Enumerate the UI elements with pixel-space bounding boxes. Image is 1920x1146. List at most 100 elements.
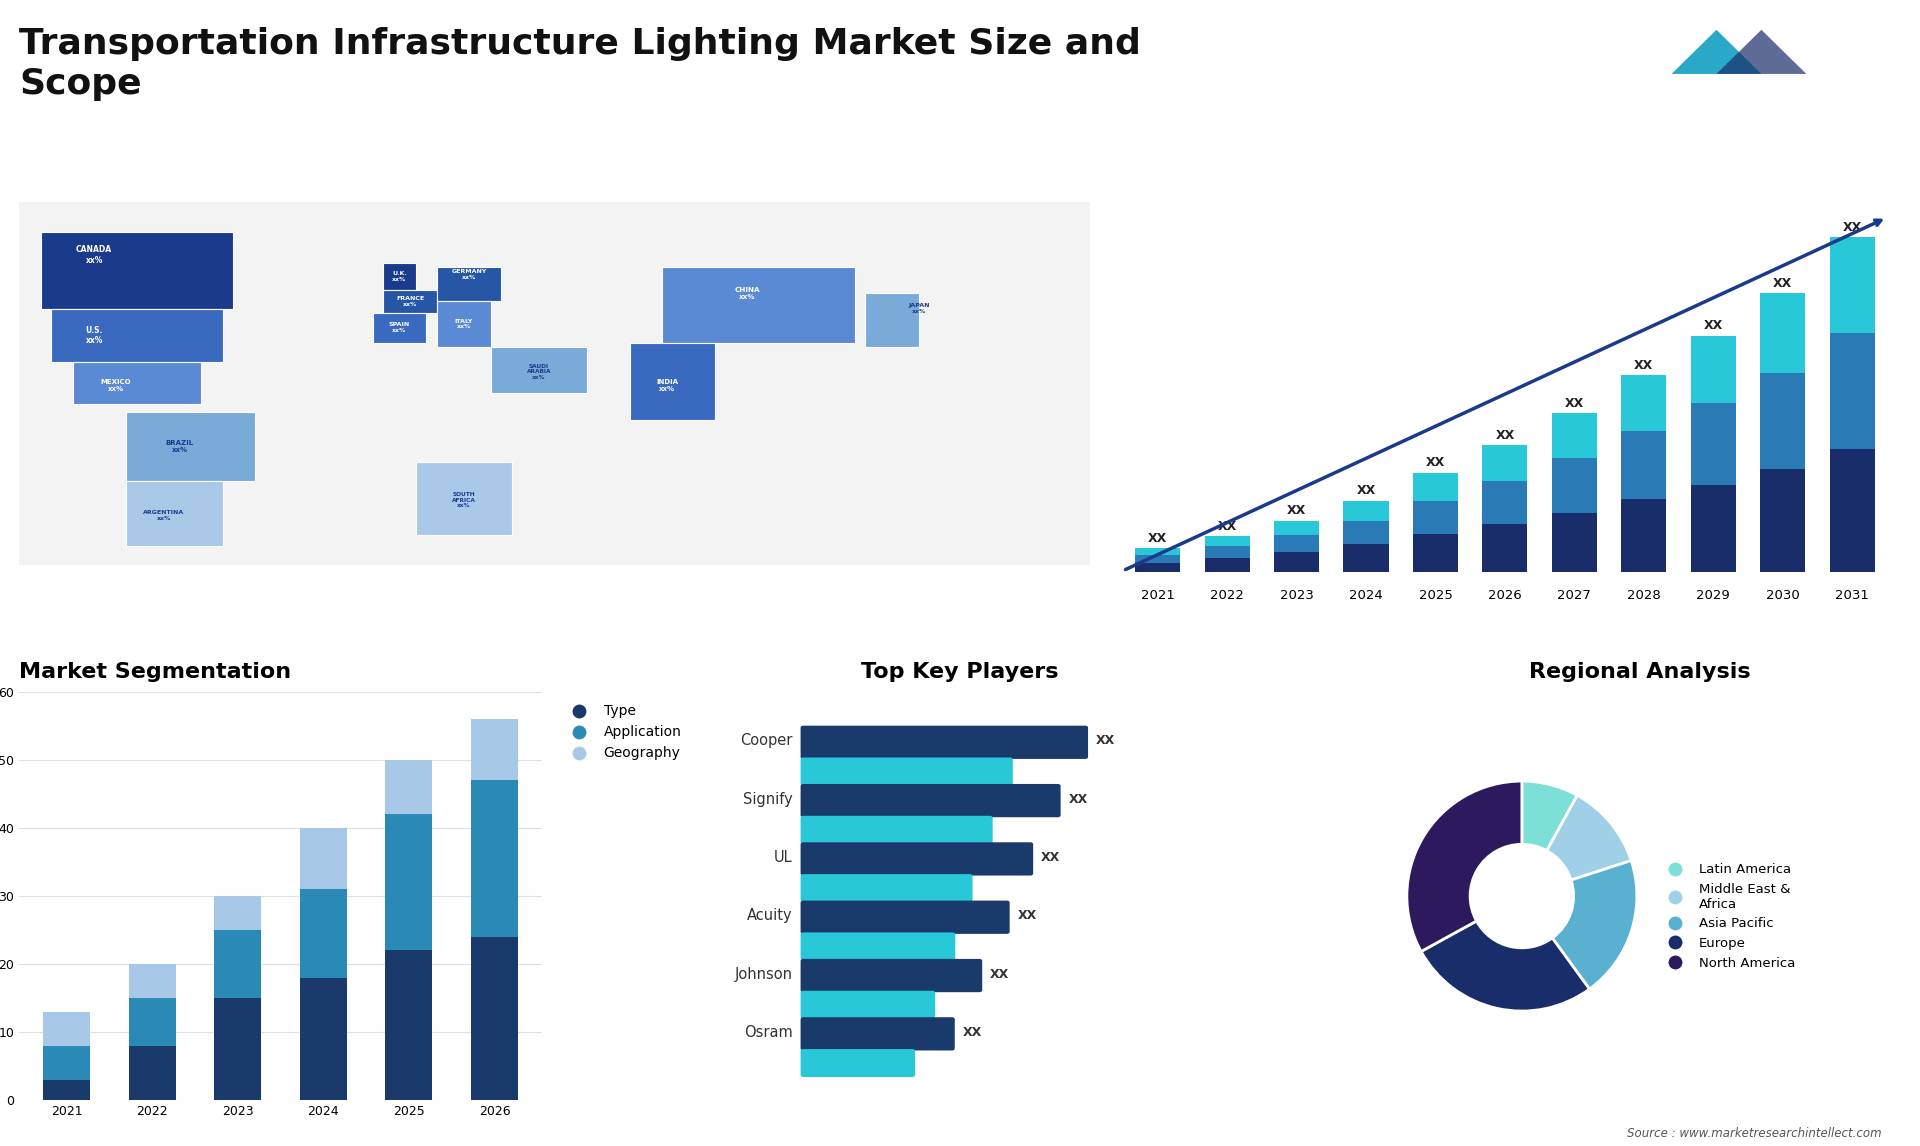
Bar — [1135, 555, 1181, 563]
Polygon shape — [127, 481, 223, 545]
Text: CANADA
xx%: CANADA xx% — [77, 245, 111, 265]
Polygon shape — [1672, 30, 1761, 73]
Polygon shape — [73, 362, 202, 405]
Bar — [1482, 480, 1528, 525]
Bar — [1620, 376, 1667, 431]
FancyBboxPatch shape — [801, 959, 983, 992]
Bar — [1344, 544, 1388, 572]
Bar — [1204, 536, 1250, 545]
Text: XX: XX — [1496, 429, 1515, 441]
Bar — [1344, 501, 1388, 520]
Bar — [42, 1080, 90, 1100]
Bar — [300, 829, 348, 889]
Text: XX: XX — [1096, 735, 1116, 747]
Bar — [1482, 445, 1528, 480]
Text: Source : www.marketresearchintellect.com: Source : www.marketresearchintellect.com — [1626, 1128, 1882, 1140]
Bar — [215, 998, 261, 1100]
Bar — [1830, 449, 1874, 572]
Text: XX: XX — [991, 967, 1010, 981]
Text: XX: XX — [1427, 456, 1446, 470]
Bar — [1620, 431, 1667, 499]
Polygon shape — [40, 233, 234, 308]
Text: SPAIN
xx%: SPAIN xx% — [390, 322, 411, 333]
FancyBboxPatch shape — [801, 901, 1010, 934]
Text: FRANCE
xx%: FRANCE xx% — [396, 296, 424, 306]
Polygon shape — [1716, 30, 1807, 73]
Polygon shape — [490, 347, 588, 393]
Text: Osram: Osram — [743, 1025, 793, 1041]
Bar — [1204, 545, 1250, 558]
Bar — [386, 760, 432, 815]
Bar — [129, 1046, 175, 1100]
Bar — [1275, 552, 1319, 572]
FancyBboxPatch shape — [801, 991, 935, 1019]
Bar — [1344, 520, 1388, 544]
Text: XX: XX — [1843, 221, 1862, 234]
Text: XX: XX — [1565, 397, 1584, 409]
Title: Regional Analysis: Regional Analysis — [1528, 662, 1751, 682]
FancyBboxPatch shape — [801, 842, 1033, 876]
Text: Acuity: Acuity — [747, 909, 793, 924]
Text: JAPAN
xx%: JAPAN xx% — [908, 304, 929, 314]
Text: Johnson: Johnson — [735, 967, 793, 982]
Bar — [1761, 469, 1805, 572]
Text: XX: XX — [1286, 504, 1306, 517]
Polygon shape — [438, 301, 490, 347]
Bar — [1275, 535, 1319, 552]
Bar — [1135, 549, 1181, 555]
Text: SOUTH
AFRICA
xx%: SOUTH AFRICA xx% — [451, 492, 476, 509]
Bar — [1275, 520, 1319, 535]
Bar — [300, 889, 348, 978]
Bar — [1413, 472, 1457, 501]
Bar — [1413, 534, 1457, 572]
FancyBboxPatch shape — [801, 1018, 954, 1051]
Text: XX: XX — [1068, 793, 1089, 806]
Bar — [386, 950, 432, 1100]
Text: XX: XX — [1148, 532, 1167, 545]
Polygon shape — [372, 313, 426, 343]
Text: XX: XX — [1356, 485, 1375, 497]
Bar — [1135, 563, 1181, 572]
Bar — [1761, 372, 1805, 469]
Polygon shape — [866, 293, 920, 347]
Bar — [1830, 237, 1874, 333]
Text: XX: XX — [1634, 359, 1653, 372]
Text: Transportation Infrastructure Lighting Market Size and
Scope: Transportation Infrastructure Lighting M… — [19, 28, 1140, 101]
Polygon shape — [384, 290, 438, 313]
Title: Top Key Players: Top Key Players — [862, 662, 1058, 682]
Text: INDIA
xx%: INDIA xx% — [657, 379, 678, 392]
Legend: Type, Application, Geography: Type, Application, Geography — [559, 699, 687, 766]
Text: UL: UL — [774, 850, 793, 865]
Bar — [1830, 333, 1874, 449]
Bar — [1551, 458, 1597, 512]
Text: CHINA
xx%: CHINA xx% — [735, 286, 760, 300]
Bar — [129, 998, 175, 1046]
Bar — [1692, 485, 1736, 572]
Bar — [42, 1046, 90, 1080]
Bar — [1692, 403, 1736, 485]
Text: Cooper: Cooper — [741, 733, 793, 748]
Bar — [215, 931, 261, 998]
FancyBboxPatch shape — [801, 1049, 916, 1077]
Bar — [1204, 558, 1250, 572]
Legend: Latin America, Middle East &
Africa, Asia Pacific, Europe, North America: Latin America, Middle East & Africa, Asi… — [1657, 858, 1801, 975]
Bar — [1620, 499, 1667, 572]
Text: XX: XX — [962, 1026, 981, 1039]
Text: XX: XX — [1217, 520, 1236, 533]
Text: XX: XX — [1018, 910, 1037, 923]
Text: MARKET
RESEARCH
INTELLECT: MARKET RESEARCH INTELLECT — [1822, 38, 1876, 68]
Bar — [1692, 336, 1736, 403]
Polygon shape — [415, 462, 513, 534]
Text: XX: XX — [1772, 277, 1793, 290]
FancyBboxPatch shape — [801, 874, 973, 902]
Bar — [1482, 525, 1528, 572]
Bar — [300, 978, 348, 1100]
FancyBboxPatch shape — [801, 758, 1012, 785]
Bar — [470, 937, 518, 1100]
Polygon shape — [19, 202, 1091, 565]
Bar — [1761, 293, 1805, 372]
Polygon shape — [384, 262, 415, 290]
Text: U.S.
xx%: U.S. xx% — [86, 325, 104, 345]
Bar — [470, 720, 518, 780]
Bar — [1413, 501, 1457, 534]
